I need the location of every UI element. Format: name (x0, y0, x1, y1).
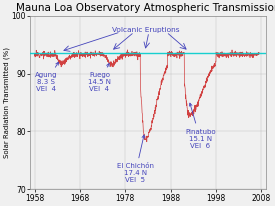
Text: Fuego
14.5 N
VEI  4: Fuego 14.5 N VEI 4 (88, 63, 111, 92)
Text: Pinatubo
15.1 N
VEI  6: Pinatubo 15.1 N VEI 6 (185, 103, 216, 149)
Text: Volcanic Eruptions: Volcanic Eruptions (112, 27, 180, 33)
Title: Mauna Loa Observatory Atmospheric Transmission: Mauna Loa Observatory Atmospheric Transm… (16, 4, 275, 13)
Y-axis label: Solar Radiation Transmitted (%): Solar Radiation Transmitted (%) (4, 47, 10, 158)
Text: El Chichón
17.4 N
VEI  5: El Chichón 17.4 N VEI 5 (117, 135, 154, 183)
Text: Agung
8.3 S
VEI  4: Agung 8.3 S VEI 4 (35, 62, 59, 92)
